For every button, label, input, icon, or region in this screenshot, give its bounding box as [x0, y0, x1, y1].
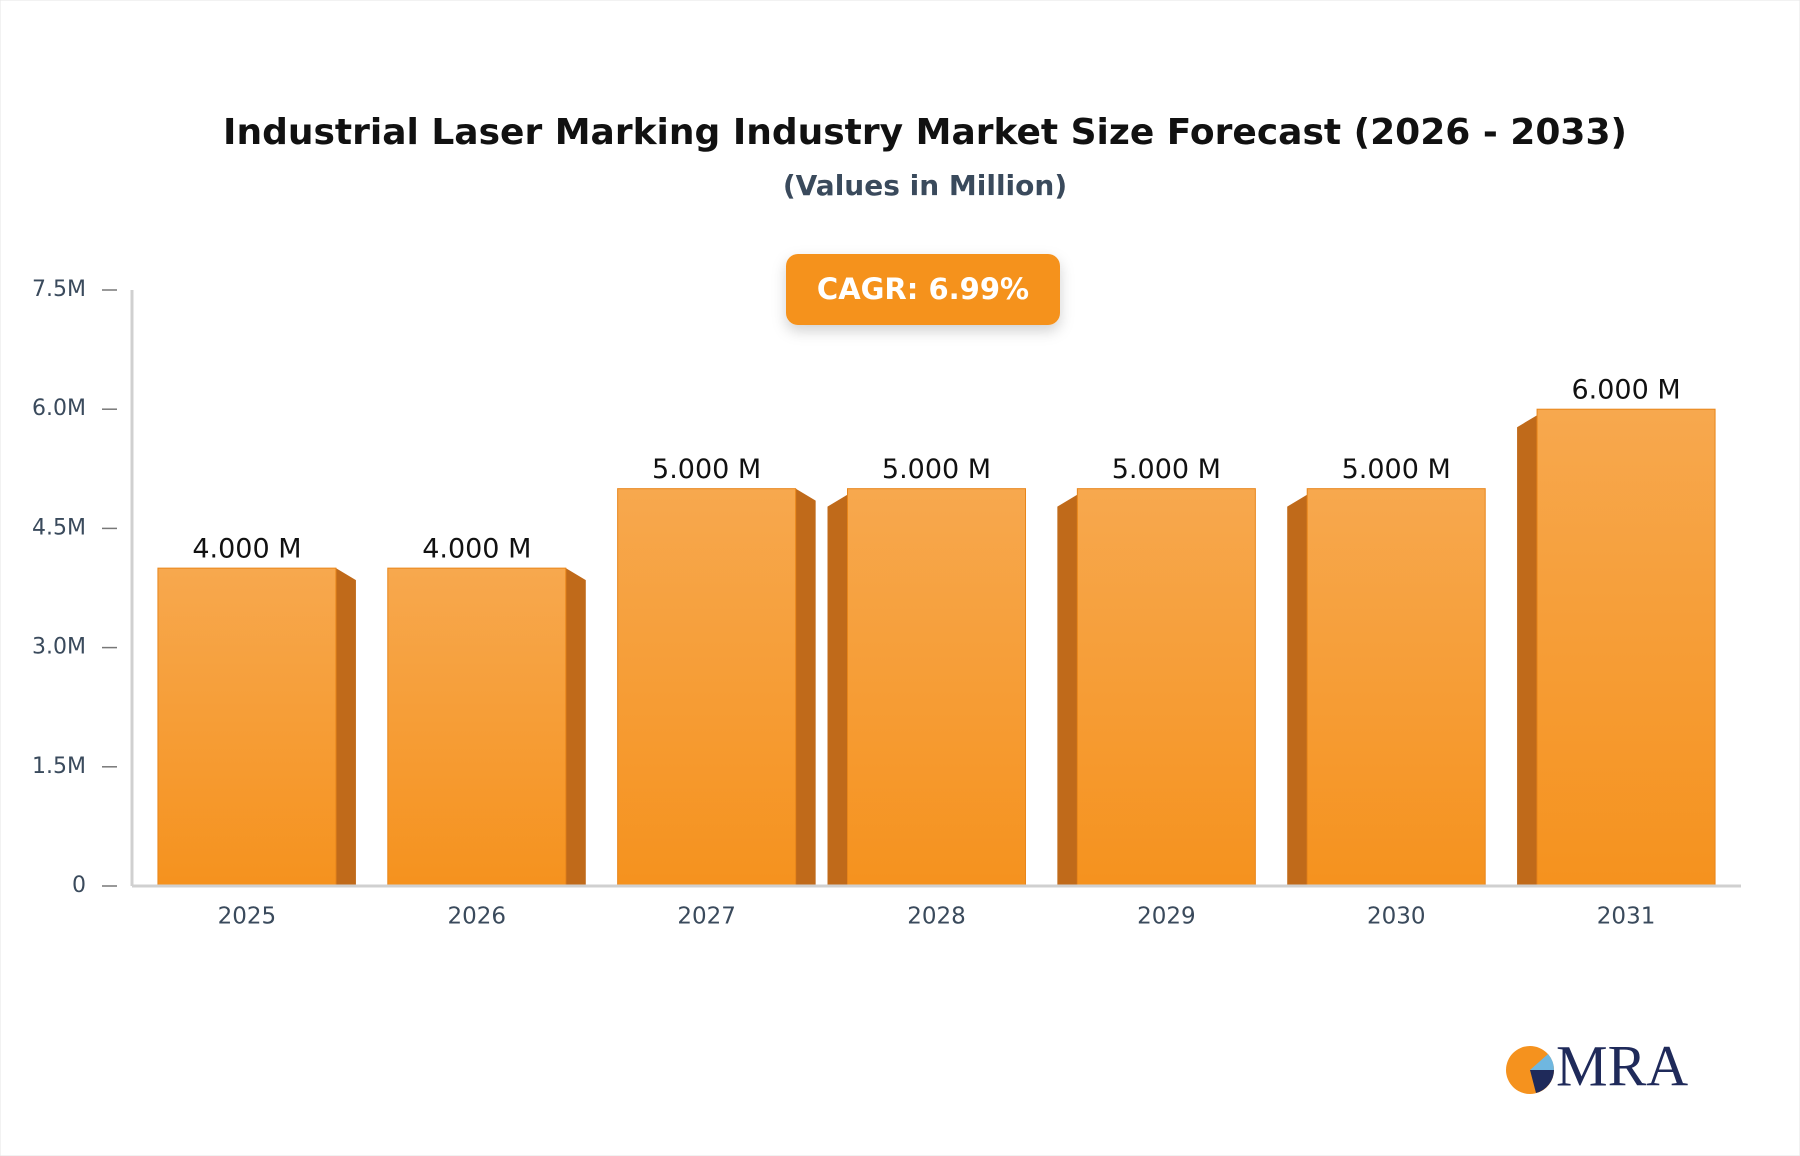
bar-side — [795, 488, 816, 886]
bar-side — [1057, 494, 1078, 886]
bar-side — [1287, 494, 1308, 886]
value-label: 5.000 M — [652, 454, 761, 485]
bar — [387, 567, 567, 887]
value-label: 6.000 M — [1571, 375, 1680, 406]
value-label: 5.000 M — [882, 454, 991, 485]
bar-side — [1517, 415, 1538, 886]
y-tick-label: 4.5M — [32, 515, 86, 540]
x-tick-label: 2025 — [218, 904, 277, 930]
logo-icon-slice — [1530, 1070, 1554, 1093]
bar — [1076, 488, 1256, 887]
logo-text: MRA — [1556, 1033, 1688, 1098]
y-tick-label: 1.5M — [32, 754, 86, 779]
bar — [157, 567, 337, 887]
value-label: 5.000 M — [1112, 454, 1221, 485]
value-label: 4.000 M — [422, 534, 531, 565]
x-tick-label: 2031 — [1597, 904, 1656, 930]
y-tick-label: 6.0M — [32, 396, 86, 421]
chart-subtitle: (Values in Million) — [783, 169, 1067, 202]
cagr-badge — [786, 254, 1060, 325]
value-label: 5.000 M — [1342, 454, 1451, 485]
bar-side — [335, 568, 356, 886]
y-tick-label: 0 — [72, 873, 86, 898]
x-tick-label: 2028 — [907, 904, 966, 930]
value-label: 4.000 M — [192, 534, 301, 565]
cagr-label: CAGR: 6.99% — [817, 272, 1029, 306]
x-tick-label: 2026 — [448, 904, 507, 930]
bar-side — [827, 494, 848, 886]
bar — [847, 488, 1026, 887]
logo: MRA — [1506, 1033, 1688, 1098]
bar — [1306, 488, 1486, 887]
bar-side — [565, 568, 586, 886]
x-tick-label: 2027 — [677, 904, 736, 930]
logo-icon-slice — [1530, 1054, 1555, 1070]
y-tick-label: 3.0M — [32, 635, 86, 660]
bar — [1536, 408, 1716, 887]
bar — [617, 488, 797, 887]
y-tick-label: 7.5M — [32, 277, 86, 302]
x-tick-label: 2029 — [1137, 904, 1196, 930]
chart-title: Industrial Laser Marking Industry Market… — [223, 112, 1627, 153]
x-tick-label: 2030 — [1367, 904, 1426, 930]
